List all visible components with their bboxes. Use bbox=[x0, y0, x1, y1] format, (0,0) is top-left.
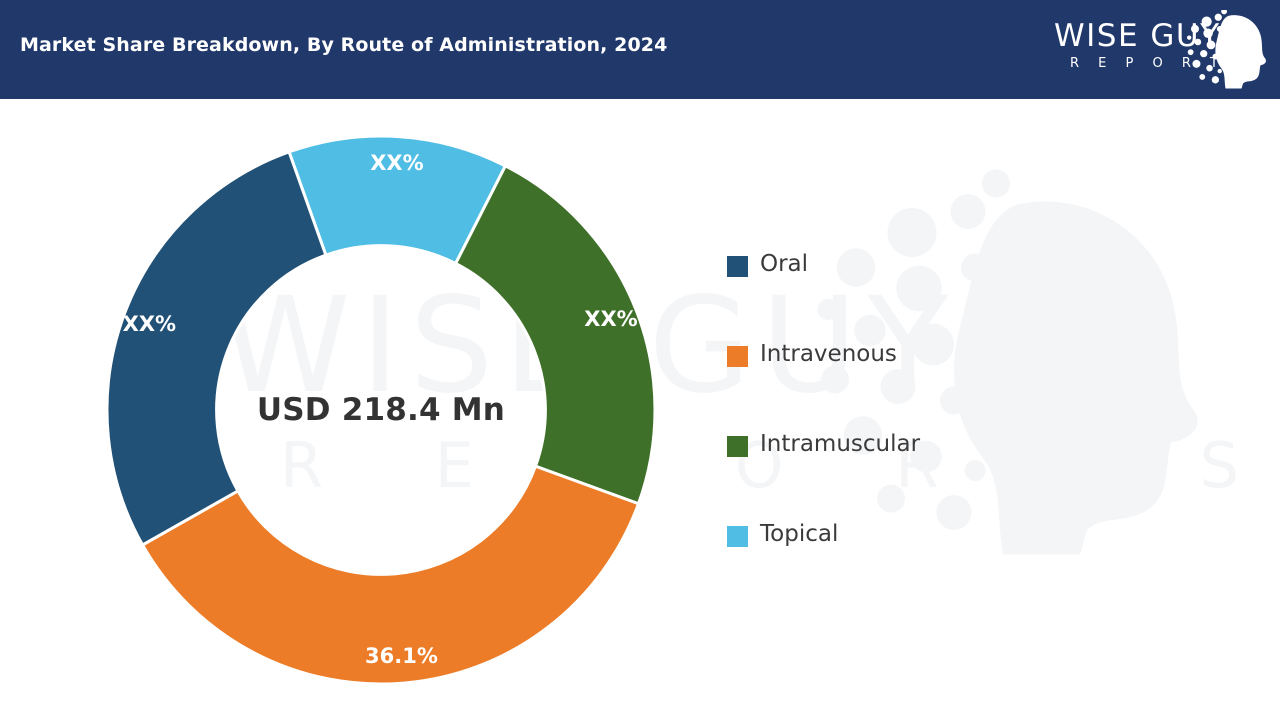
chart-legend: Oral Intravenous Intramuscular Topical bbox=[727, 248, 1027, 608]
logo-wordmark: WISE GUY bbox=[1054, 18, 1221, 54]
wiseguy-reports-logo: WISE GUY R E P O R T S bbox=[1052, 8, 1272, 90]
donut-slice-intramuscular[interactable] bbox=[453, 163, 657, 506]
legend-label: Oral bbox=[760, 251, 809, 277]
legend-item-oral[interactable]: Oral bbox=[727, 248, 1027, 338]
legend-swatch-icon bbox=[727, 346, 748, 367]
logo-subtitle: R E P O R T S bbox=[1070, 56, 1253, 71]
header-divider bbox=[0, 97, 1280, 99]
legend-label: Intravenous bbox=[760, 341, 897, 367]
head-profile-dots-icon bbox=[1187, 10, 1266, 89]
page-header: Market Share Breakdown, By Route of Admi… bbox=[0, 0, 1280, 97]
legend-item-intramuscular[interactable]: Intramuscular bbox=[727, 428, 1027, 518]
legend-item-topical[interactable]: Topical bbox=[727, 518, 1027, 608]
legend-item-intravenous[interactable]: Intravenous bbox=[727, 338, 1027, 428]
donut-slice-intravenous[interactable] bbox=[140, 464, 641, 686]
legend-label: Topical bbox=[760, 521, 839, 547]
legend-swatch-icon bbox=[727, 256, 748, 277]
legend-swatch-icon bbox=[727, 526, 748, 547]
page-title: Market Share Breakdown, By Route of Admi… bbox=[20, 34, 668, 56]
donut-slice-oral[interactable] bbox=[105, 149, 328, 547]
chart-body: WISE GUY R E P O R T S bbox=[0, 99, 1280, 720]
legend-label: Intramuscular bbox=[760, 431, 921, 457]
legend-swatch-icon bbox=[727, 436, 748, 457]
donut-chart: USD 218.4 Mn XX% XX% 36.1% XX% bbox=[105, 134, 657, 686]
donut-svg bbox=[105, 134, 657, 686]
